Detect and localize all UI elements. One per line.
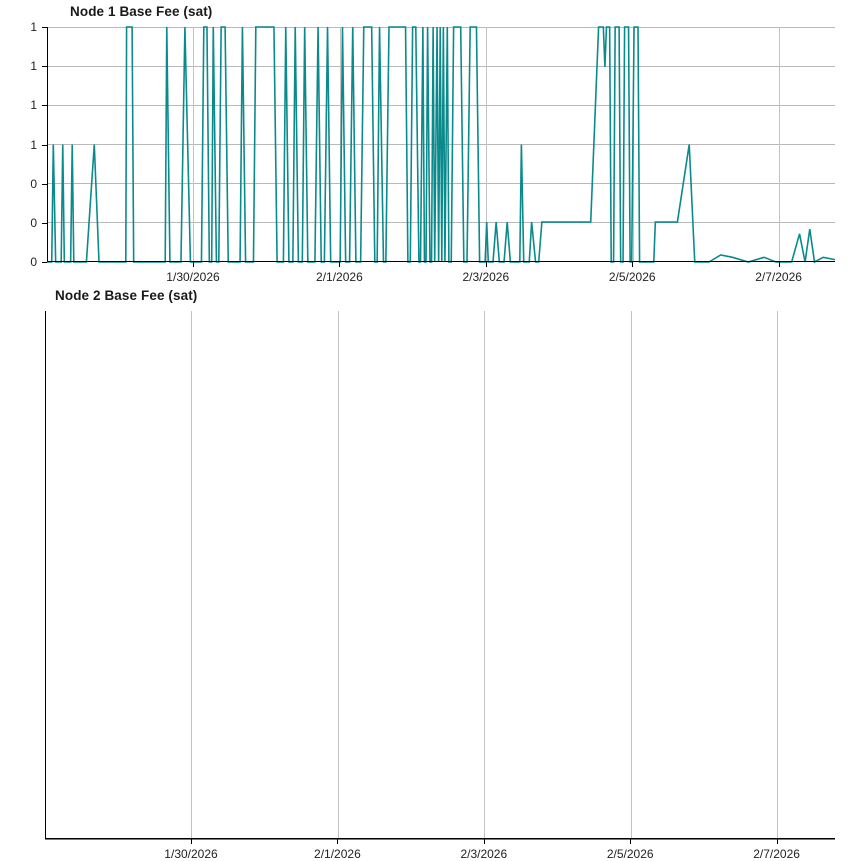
chart-node1-y-axis: [47, 27, 48, 262]
chart-node1-y-tick-labels: 1 1 1 1 0 0 0: [0, 0, 860, 286]
gridline-vertical: [191, 311, 192, 839]
x-tick-mark: [632, 262, 634, 267]
x-tick-label: 2/1/2026: [314, 847, 361, 861]
gridline-vertical: [631, 311, 632, 839]
y-tick-mark: [42, 222, 47, 224]
x-tick-label: 2/5/2026: [608, 270, 656, 284]
x-tick-mark: [339, 262, 341, 267]
chart-node1-plot-area: [47, 26, 836, 264]
x-tick-label: 2/3/2026: [462, 270, 510, 284]
gridline-vertical: [777, 311, 778, 839]
y-tick-mark: [42, 144, 47, 146]
y-tick-label: 0: [30, 255, 37, 269]
x-tick-mark: [485, 262, 487, 267]
y-tick-label: 1: [30, 59, 37, 74]
gridline-vertical: [484, 311, 485, 839]
y-tick-label: 1: [30, 137, 37, 152]
x-tick-label: 2/5/2026: [606, 847, 654, 861]
x-tick-mark: [776, 839, 778, 844]
y-tick-label: 0: [30, 176, 37, 191]
y-tick-label: 1: [30, 20, 37, 34]
chart-node1-x-axis: [47, 261, 835, 262]
x-tick-mark: [191, 839, 192, 844]
chart-node1-title: Node 1 Base Fee (sat): [70, 4, 213, 19]
chart-node2-y-axis: [45, 311, 46, 839]
gridline-vertical: [486, 27, 487, 262]
x-tick-mark: [193, 262, 194, 267]
y-tick-label: 1: [30, 98, 37, 113]
y-tick-mark: [42, 262, 47, 263]
y-tick-mark: [42, 105, 47, 107]
y-tick-mark: [42, 27, 47, 28]
x-tick-mark: [778, 262, 780, 267]
y-tick-mark: [42, 183, 47, 185]
x-tick-label: 2/3/2026: [460, 847, 508, 861]
x-tick-mark: [483, 839, 485, 844]
x-tick-label: 1/30/2026: [164, 847, 218, 861]
y-tick-label: 0: [30, 215, 37, 230]
gridline-vertical: [340, 27, 341, 262]
gridline-vertical: [193, 27, 194, 262]
x-tick-label: 1/30/2026: [166, 270, 220, 284]
gridline-vertical: [779, 27, 780, 262]
gridline-vertical: [338, 311, 339, 839]
chart-node1-series-line: [47, 26, 836, 264]
x-tick-mark: [630, 839, 632, 844]
chart-node1-x-tick-labels: 1/30/2026 2/1/2026 2/3/2026 2/5/2026 2/7/202…: [0, 0, 860, 286]
chart-node2: Node 2 Base Fee (sat) 1/30/2026 2/1/2026 2…: [0, 286, 860, 861]
chart-node2-title: Node 2 Base Fee (sat): [55, 288, 198, 303]
x-tick-mark: [337, 839, 339, 844]
chart-node1: Node 1 Base Fee (sat) 1 1 1 1 0 0 0 1/30/2026 2…: [0, 0, 860, 286]
x-tick-label: 2/7/2026: [755, 270, 802, 284]
chart-node2-x-tick-labels: 1/30/2026 2/1/2026 2/3/2026 2/5/2026 2/7/202…: [0, 286, 860, 861]
y-tick-mark: [42, 66, 47, 68]
x-tick-label: 2/7/2026: [753, 847, 800, 861]
series-polyline: [47, 26, 836, 264]
chart-node2-x-axis: [45, 838, 835, 839]
x-tick-label: 2/1/2026: [316, 270, 363, 284]
